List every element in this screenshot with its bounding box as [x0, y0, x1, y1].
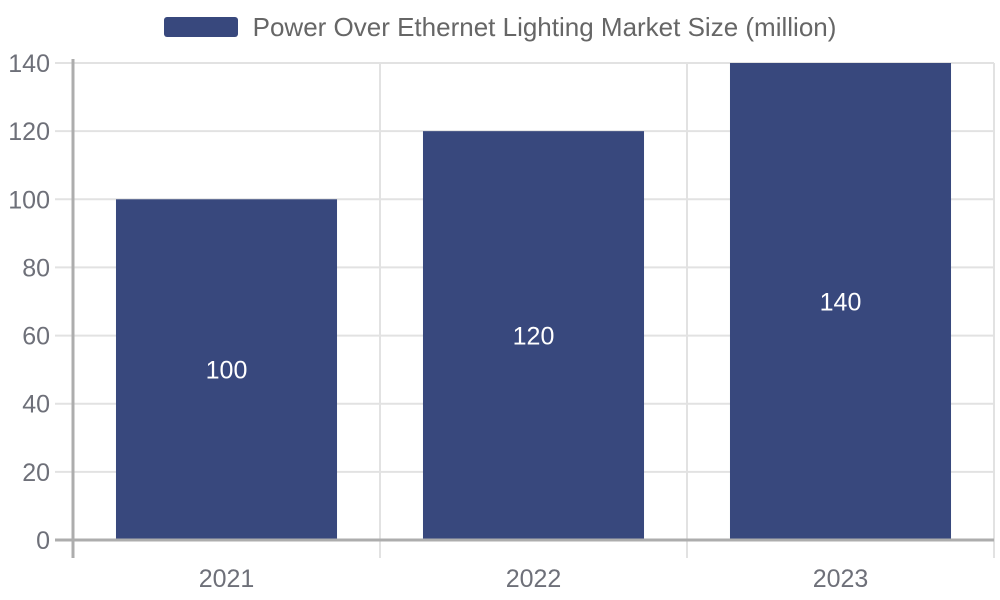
y-tick-label: 20	[22, 459, 50, 487]
x-tick-label: 2023	[813, 565, 869, 593]
bar-2023	[729, 63, 952, 539]
bar-value-label: 120	[513, 323, 555, 351]
y-tick-label: 100	[8, 186, 50, 214]
bar-value-label: 100	[206, 357, 248, 385]
y-tick-label: 140	[8, 50, 50, 78]
y-tick-label: 120	[8, 118, 50, 146]
bar-2022	[422, 131, 645, 539]
legend[interactable]: Power Over Ethernet Lighting Market Size…	[0, 14, 1000, 40]
y-tick-label: 40	[22, 391, 50, 419]
bar-2021	[115, 199, 338, 539]
y-tick-label: 0	[36, 527, 50, 555]
legend-label: Power Over Ethernet Lighting Market Size…	[252, 12, 837, 42]
bar-value-label: 140	[820, 289, 862, 317]
x-tick-label: 2022	[506, 565, 562, 593]
y-tick-label: 60	[22, 323, 50, 351]
x-tick-label: 2021	[199, 565, 255, 593]
y-tick-label: 80	[22, 254, 50, 282]
legend-swatch-icon	[163, 17, 238, 37]
